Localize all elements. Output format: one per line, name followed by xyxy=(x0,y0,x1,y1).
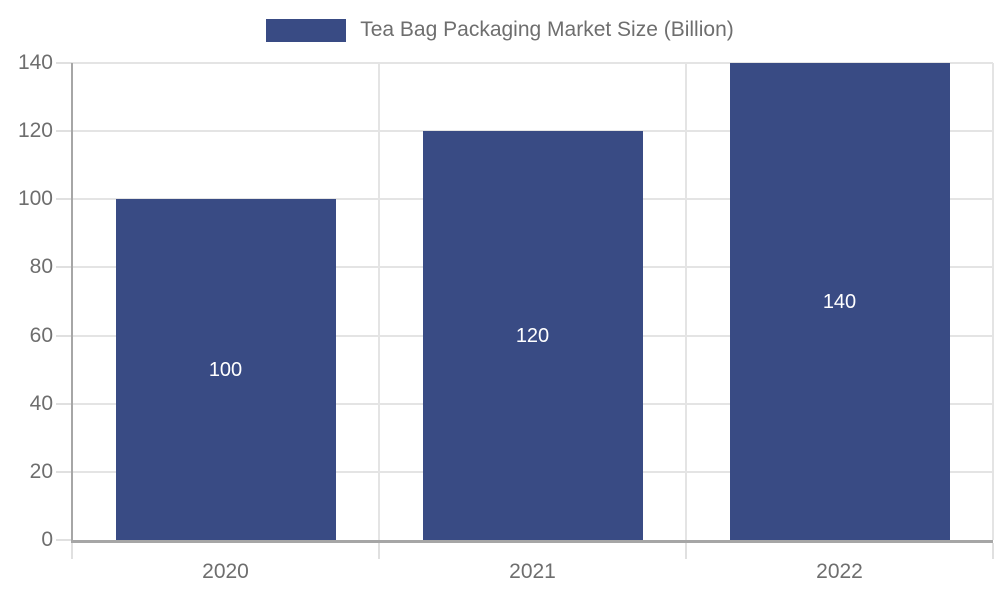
x-tick-mark xyxy=(992,543,994,559)
y-tick-label: 100 xyxy=(17,187,53,211)
x-tick-mark xyxy=(71,543,73,559)
y-tick-mark xyxy=(56,334,72,337)
y-tick-mark xyxy=(56,62,72,64)
x-tick-label: 2021 xyxy=(509,560,556,583)
y-tick-mark xyxy=(56,266,72,269)
gridline-vertical xyxy=(992,63,994,540)
y-tick-mark xyxy=(56,130,72,133)
y-tick-label: 20 xyxy=(29,459,53,483)
y-tick-label: 40 xyxy=(29,391,53,415)
gridline-vertical xyxy=(378,63,380,540)
x-tick-label: 2022 xyxy=(816,560,863,583)
y-tick-mark xyxy=(56,539,72,541)
legend-swatch xyxy=(266,18,347,42)
x-axis-line xyxy=(72,540,993,543)
bar xyxy=(422,131,643,540)
legend[interactable]: Tea Bag Packaging Market Size (Billion) xyxy=(0,18,1000,42)
y-tick-mark xyxy=(56,470,72,473)
y-tick-mark xyxy=(56,402,72,405)
bar-value-label: 140 xyxy=(822,290,857,313)
y-tick-label: 0 xyxy=(41,528,53,551)
y-tick-label: 140 xyxy=(17,51,53,74)
x-tick-mark xyxy=(685,543,687,559)
x-tick-label: 2020 xyxy=(202,560,249,583)
bar xyxy=(115,199,336,540)
bar-value-label: 100 xyxy=(208,358,243,381)
y-tick-mark xyxy=(56,198,72,201)
y-tick-label: 80 xyxy=(29,255,53,279)
legend-label: Tea Bag Packaging Market Size (Billion) xyxy=(360,18,734,41)
gridline-vertical xyxy=(685,63,687,540)
gridline-horizontal xyxy=(72,62,993,64)
bar xyxy=(729,63,950,540)
x-tick-mark xyxy=(378,543,380,559)
y-tick-label: 60 xyxy=(29,323,53,347)
y-tick-label: 120 xyxy=(17,119,53,143)
y-axis-line xyxy=(71,63,73,543)
bar-value-label: 120 xyxy=(515,324,550,347)
